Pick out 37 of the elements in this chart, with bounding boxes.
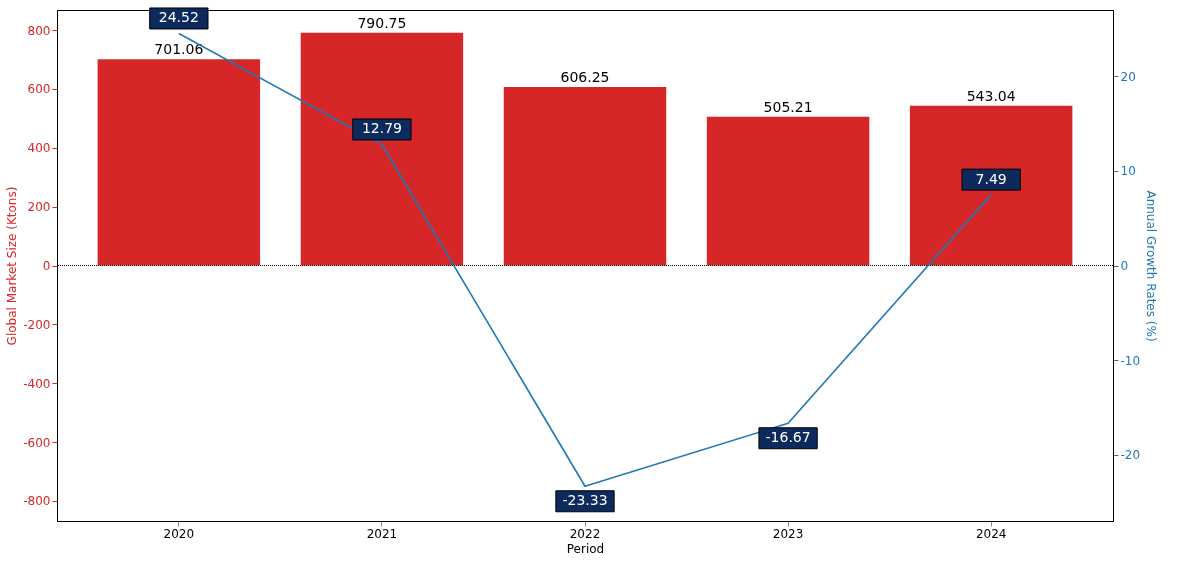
data-label: 505.21	[763, 98, 813, 115]
y-tick-label: 800	[27, 23, 51, 38]
y-tick-label: -800	[23, 494, 51, 509]
x-tick-label: 2022	[569, 526, 601, 541]
y-tick-label: 200	[27, 200, 51, 215]
y-tick-label: 600	[27, 82, 51, 97]
data-label: -16.67	[765, 429, 811, 446]
bar	[503, 87, 667, 266]
y-axis-title: Global Market Size (Ktons)	[5, 186, 20, 346]
bar	[97, 59, 261, 266]
y2-axis-title: Annual Growth Rates (%)	[1144, 190, 1159, 342]
bar	[909, 105, 1073, 266]
data-label: 606.25	[560, 69, 610, 86]
data-label: 7.49	[975, 170, 1007, 187]
y2-tick-label: 10	[1120, 164, 1136, 179]
y-tick-label: -600	[23, 435, 51, 450]
data-label: 12.79	[361, 120, 402, 137]
bar	[300, 32, 464, 266]
data-label: 790.75	[357, 14, 407, 31]
y2-tick-label: -10	[1120, 353, 1141, 368]
x-tick-label: 2024	[975, 526, 1007, 541]
data-label: -23.33	[562, 492, 608, 509]
data-label: 24.52	[158, 9, 199, 26]
y-tick-label: 0	[42, 259, 51, 273]
y-tick-label: -400	[23, 376, 51, 391]
y2-tick-label: 0	[1120, 259, 1129, 273]
y-tick-label: 400	[27, 141, 51, 156]
x-axis-title: Period	[566, 541, 605, 556]
x-tick-label: 2020	[163, 526, 195, 541]
data-label: 701.06	[154, 41, 204, 58]
x-tick-label: 2021	[366, 526, 398, 541]
y2-tick-label: -20	[1120, 448, 1141, 463]
bar	[706, 116, 870, 266]
y2-tick-label: 20	[1120, 69, 1136, 84]
y-tick-label: -200	[23, 317, 51, 332]
data-label: 543.04	[966, 87, 1016, 104]
x-tick-label: 2023	[772, 526, 804, 541]
